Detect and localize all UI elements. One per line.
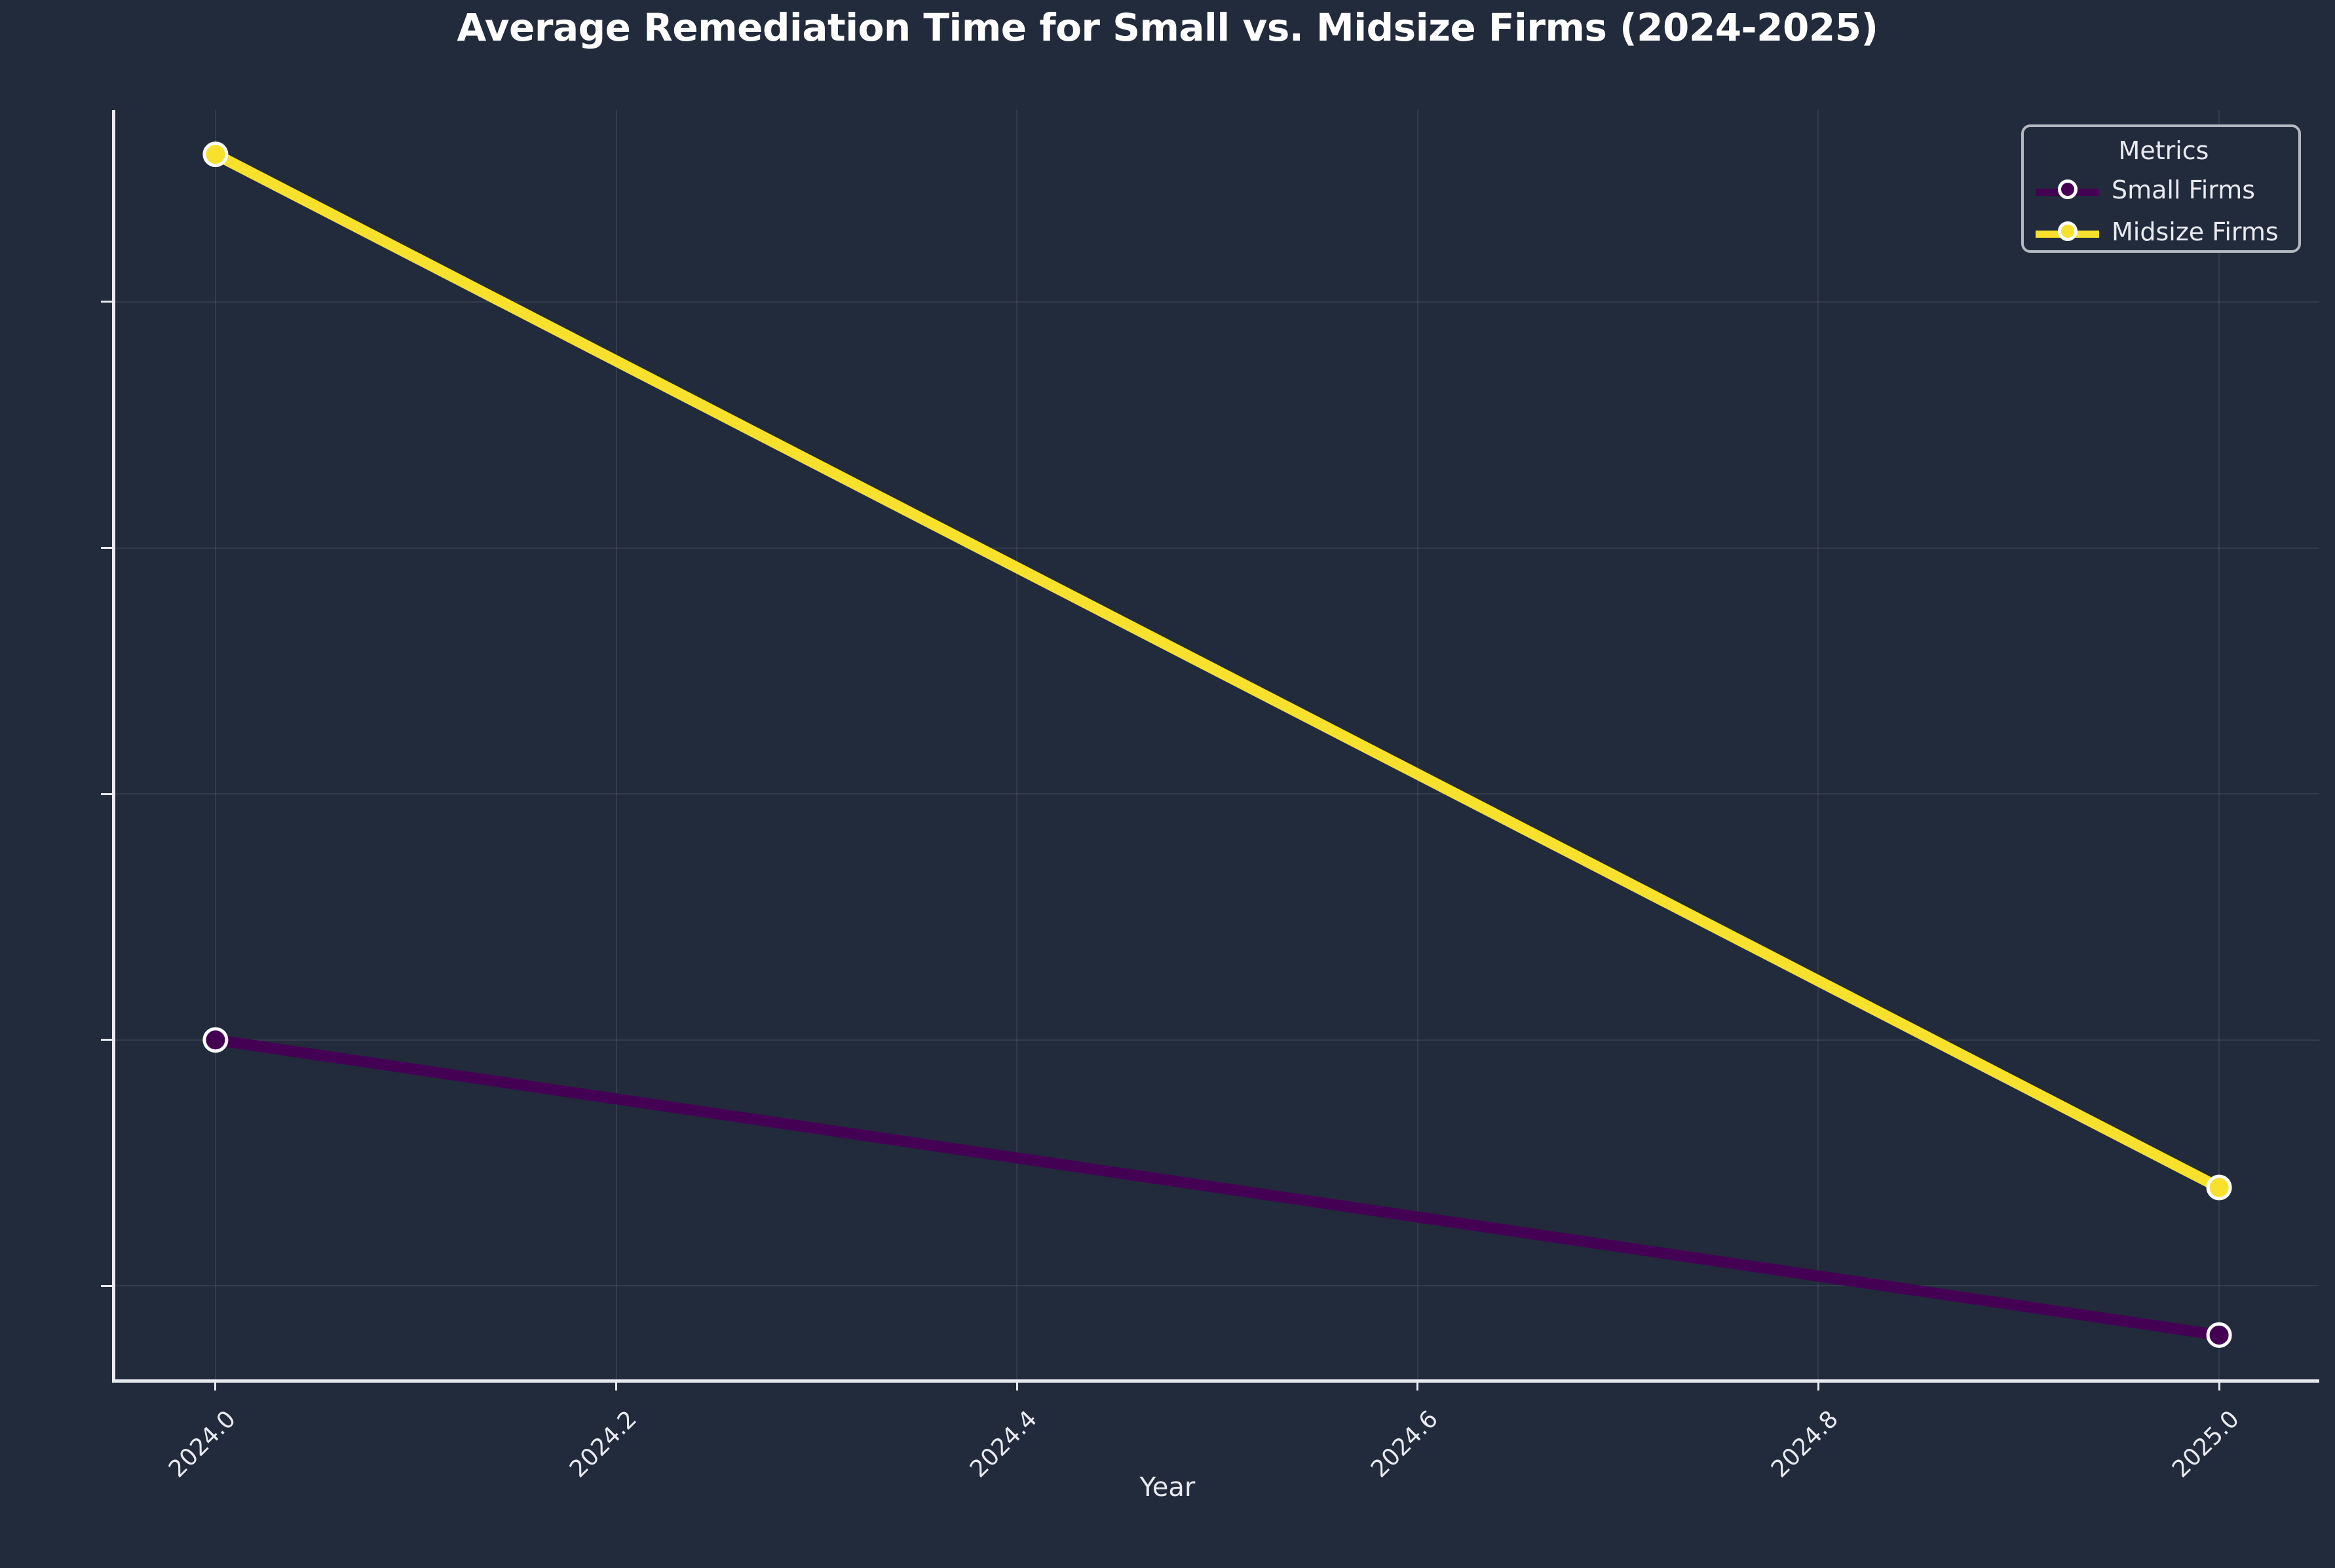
x-axis-spine (112, 1379, 2319, 1383)
gridline (1416, 110, 1418, 1379)
legend-marker-icon (2058, 179, 2078, 199)
gridline (115, 301, 2319, 303)
gridline (115, 1285, 2319, 1287)
y-axis-label: Value (0, 724, 6, 796)
data-point-marker[interactable] (2206, 1322, 2232, 1348)
gridline (1817, 110, 1819, 1379)
legend-title: Metrics (2118, 136, 2209, 165)
gridline (2218, 110, 2220, 1379)
gridline (1016, 110, 1018, 1379)
gridline (214, 110, 216, 1379)
x-tick-mark (1416, 1379, 1419, 1391)
gridline (115, 1039, 2319, 1041)
y-tick-mark (101, 793, 112, 795)
y-tick-mark (101, 1284, 112, 1287)
x-axis-label: Year (1139, 1472, 1196, 1503)
series-line (210, 149, 2225, 1193)
x-tick-mark (2218, 1379, 2220, 1391)
x-tick-mark (214, 1379, 217, 1391)
plot-area: 1520253035 2024.02024.22024.42024.62024.… (101, 110, 2319, 1483)
legend-item-label: Midsize Firms (2112, 217, 2279, 246)
gridline (615, 110, 617, 1379)
chart-title: Average Remediation Time for Small vs. M… (457, 5, 1878, 50)
x-tick-mark (1016, 1379, 1018, 1391)
gridline (115, 793, 2319, 795)
legend-item-label: Small Firms (2112, 176, 2256, 204)
x-tick-mark (1817, 1379, 1819, 1391)
legend-marker-icon (2058, 221, 2078, 241)
x-tick-mark (615, 1379, 618, 1391)
data-point-marker[interactable] (202, 1027, 229, 1053)
y-tick-mark (101, 1039, 112, 1041)
y-axis-spine (112, 110, 115, 1379)
chart-legend[interactable]: Metrics Small Firms Midsize Firms (2021, 124, 2301, 253)
data-point-marker[interactable] (2206, 1174, 2232, 1201)
gridline (115, 547, 2319, 549)
y-tick-mark (101, 547, 112, 550)
y-tick-mark (101, 301, 112, 303)
series-line (210, 1034, 2225, 1341)
data-series-layer (202, 141, 2232, 1348)
data-point-marker[interactable] (202, 141, 229, 168)
